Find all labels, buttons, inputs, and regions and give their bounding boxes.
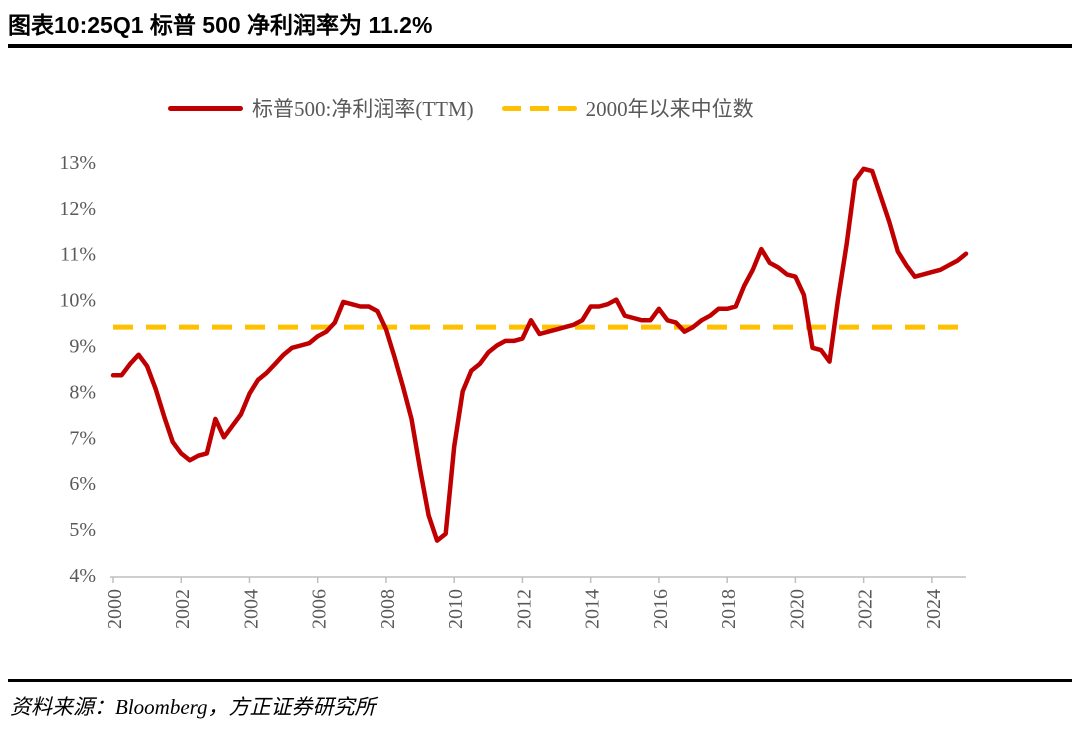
x-tick-label: 2016 <box>650 589 672 629</box>
y-tick-label: 5% <box>69 519 96 541</box>
source-note: 资料来源：Bloomberg，方正证券研究所 <box>10 695 376 719</box>
legend-series-label: 标普500:净利润率(TTM) <box>252 97 474 121</box>
legend-item-series: 标普500:净利润率(TTM) <box>168 93 474 123</box>
x-tick-label: 2000 <box>104 589 126 629</box>
legend-median-label: 2000年以来中位数 <box>585 97 754 121</box>
x-tick-label: 2008 <box>377 589 399 629</box>
y-tick-label: 8% <box>69 381 96 403</box>
y-tick-label: 7% <box>69 427 96 449</box>
source-divider <box>8 679 1072 682</box>
x-tick-label: 2004 <box>240 589 262 629</box>
legend-solid-line-icon <box>168 105 243 111</box>
title-divider <box>8 44 1072 48</box>
y-tick-label: 12% <box>59 198 96 220</box>
x-tick-label: 2022 <box>855 589 877 629</box>
y-tick-label: 13% <box>59 152 96 174</box>
x-tick-label: 2010 <box>445 589 467 629</box>
y-tick-label: 10% <box>59 290 96 312</box>
x-tick-label: 2012 <box>513 589 535 629</box>
chart-legend: 标普500:净利润率(TTM) 2000年以来中位数 <box>168 93 754 123</box>
x-tick-label: 2020 <box>786 589 808 629</box>
x-tick-label: 2018 <box>718 589 740 629</box>
x-tick-label: 2006 <box>309 589 331 629</box>
x-tick-label: 2002 <box>172 589 194 629</box>
legend-item-median: 2000年以来中位数 <box>501 93 754 123</box>
y-tick-label: 9% <box>69 336 96 358</box>
net-profit-margin-line <box>110 166 969 543</box>
legend-dashed-line-icon <box>501 105 577 111</box>
line-chart-plot: 2000 2002 2004 2006 2008 2010 2012 2014 2016 2018… <box>59 152 969 629</box>
y-tick-label: 6% <box>69 473 96 495</box>
x-tick-label: 2024 <box>923 589 945 629</box>
y-tick-label: 4% <box>69 565 96 587</box>
figure-title: 图表10:25Q1 标普 500 净利润率为 11.2% <box>8 12 433 38</box>
x-tick-label: 2014 <box>582 589 604 629</box>
y-tick-label: 11% <box>60 244 96 266</box>
